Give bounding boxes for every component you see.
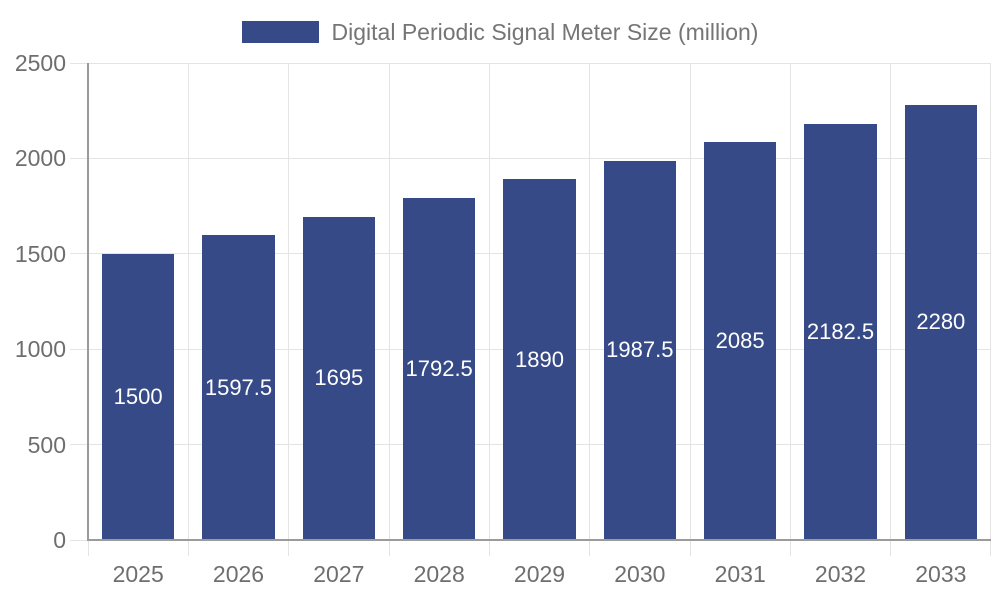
x-tick-label-2025: 2025 [112, 561, 164, 587]
bar-2025[interactable] [102, 253, 175, 540]
bar-value-label: 1597.5 [204, 374, 273, 400]
x-tick-label-2028: 2028 [413, 561, 465, 587]
y-axis-labels: 0 500 1000 1500 2000 2500 [0, 50, 66, 553]
legend: Digital Periodic Signal Meter Size (mill… [0, 20, 1000, 44]
gridline-v [989, 63, 991, 556]
x-axis-labels: 2025 2026 2027 2028 2029 2030 2031 2032 2033 [88, 556, 991, 592]
bar-value-label: 1500 [113, 383, 163, 409]
bar-value-label: 1890 [515, 346, 564, 372]
bar-value-label: 2085 [715, 328, 765, 354]
y-tick-label: 1500 [14, 240, 66, 267]
gridline-v [589, 63, 591, 556]
bar-2026[interactable] [202, 235, 275, 540]
bar-2030[interactable] [603, 160, 676, 540]
gridline-v [689, 63, 691, 556]
bar-2029[interactable] [503, 179, 576, 540]
bar-value-label: 1987.5 [606, 337, 674, 363]
bar-value-label: 2280 [916, 309, 966, 335]
gridline-v [187, 63, 189, 556]
gridline-h [70, 157, 991, 159]
y-axis-line [87, 63, 89, 540]
y-tick-label: 2000 [14, 145, 66, 172]
bar-value-label: 1792.5 [405, 355, 473, 381]
x-tick-label-2029: 2029 [513, 561, 566, 587]
x-tick-label-2027: 2027 [313, 561, 365, 587]
x-tick-label-2026: 2026 [212, 561, 265, 587]
y-tick-label: 0 [53, 527, 66, 553]
bar-2027[interactable] [302, 216, 375, 540]
x-tick-label-2030: 2030 [614, 561, 666, 587]
bar-value-label: 2182.5 [806, 318, 875, 344]
y-tick-label: 500 [27, 431, 66, 458]
bar-2028[interactable] [403, 197, 476, 540]
legend-item[interactable]: Digital Periodic Signal Meter Size (mill… [241, 19, 759, 45]
y-tick-label: 2500 [14, 50, 66, 76]
x-tick-label-2033: 2033 [915, 561, 967, 587]
x-axis-line [87, 539, 991, 541]
bar-2031[interactable] [704, 142, 777, 540]
y-tick-label: 1000 [14, 336, 66, 363]
bar-value-label: 1695 [314, 365, 364, 391]
plot-area: 1500 1597.5 1695 1792.5 1890 1987.5 2085 2182.5… [70, 62, 991, 556]
bar-2033[interactable] [904, 104, 977, 540]
gridline-h [70, 62, 991, 64]
gridline-v [288, 63, 290, 556]
x-tick-label-2031: 2031 [714, 561, 766, 587]
legend-swatch-icon [241, 21, 319, 43]
x-tick-label-2032: 2032 [814, 561, 867, 587]
legend-label: Digital Periodic Signal Meter Size (mill… [331, 19, 759, 45]
gridline-v [488, 63, 490, 556]
gridline-v [789, 63, 791, 556]
gridline-v [388, 63, 390, 556]
bar-2032[interactable] [804, 123, 877, 540]
gridline-v [890, 63, 892, 556]
